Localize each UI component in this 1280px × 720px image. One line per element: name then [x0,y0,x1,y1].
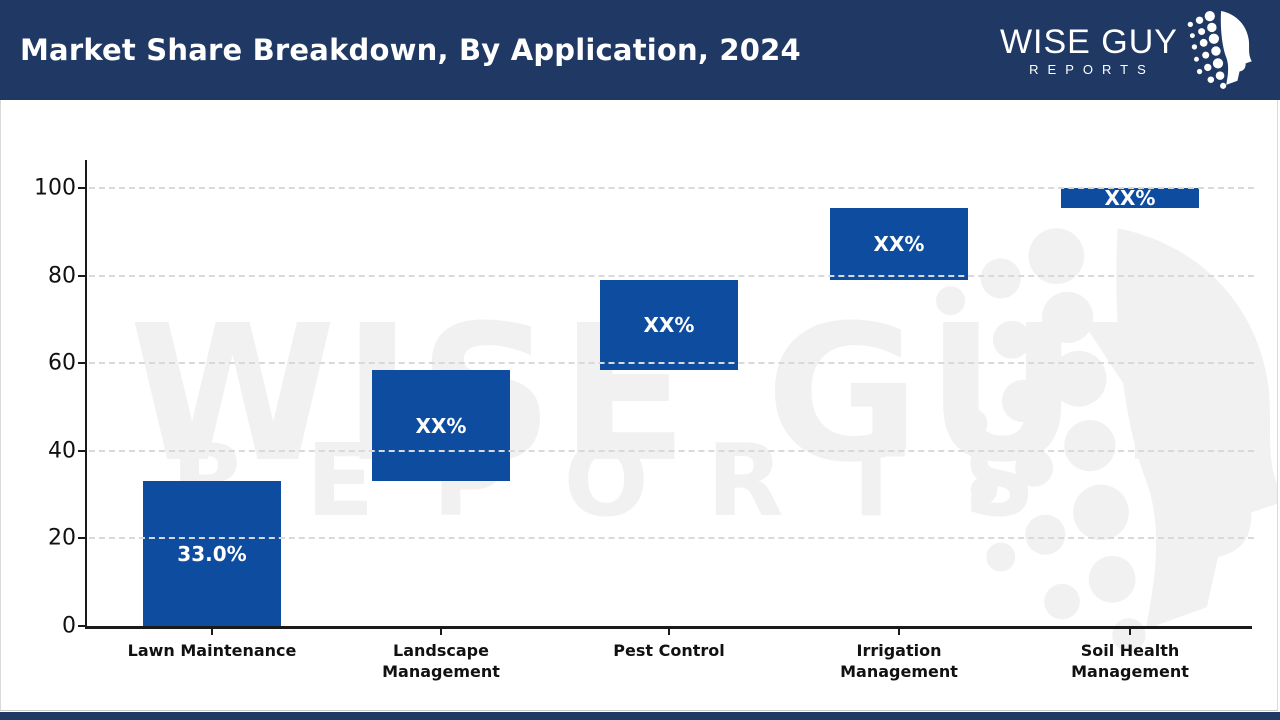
x-category-label: Landscape Management [382,641,500,682]
x-category-label: Lawn Maintenance [127,641,297,660]
y-tick [78,274,87,277]
bar [600,279,738,370]
y-tick-label: 20 [48,525,76,551]
y-tick [78,449,87,452]
gridline [89,537,1254,540]
gridline [89,274,1254,277]
brand-logo-text: WISE GUY REPORTS [1000,25,1178,76]
x-category-label: Soil Health Management [1071,641,1189,682]
x-tick [440,628,442,635]
bar [143,481,281,626]
x-tick [1129,628,1131,635]
y-tick-label: 60 [48,350,76,376]
bar-value-label: XX% [643,312,695,337]
y-tick-label: 40 [48,438,76,464]
bar-value-label: XX% [873,231,925,256]
y-tick-label: 0 [62,613,76,639]
bar [372,369,510,482]
page-title: Market Share Breakdown, By Application, … [20,33,801,67]
x-category-label: Pest Control [613,641,725,660]
gridline [89,449,1254,452]
x-tick [668,628,670,635]
x-tick [898,628,900,635]
gridline [89,187,1254,189]
brand-name: WISE GUY [999,22,1178,61]
y-tick [78,625,87,627]
gridline [89,362,1254,365]
x-category-label: Irrigation Management [840,641,958,682]
logo-face-icon [1187,11,1252,89]
y-tick [78,537,87,540]
axis-y [85,160,87,628]
y-tick [78,362,87,365]
y-tick-label: 80 [48,263,76,289]
bar-value-label: XX% [415,413,467,438]
brand-logo: WISE GUY REPORTS [1000,9,1254,91]
axis-x [85,626,1252,629]
bar-value-label: XX% [1104,185,1156,210]
y-tick [78,187,87,189]
header: Market Share Breakdown, By Application, … [0,0,1280,100]
x-tick [211,628,213,635]
watermark-face [936,228,1277,652]
bar [1061,188,1199,208]
footer-bar [0,712,1280,720]
y-tick-label: 100 [34,175,76,201]
watermark-line2: REPORTS [171,422,1094,539]
brand-subname: REPORTS [1029,61,1155,77]
bar-value-label: 33.0% [177,541,247,566]
bar [830,207,968,280]
